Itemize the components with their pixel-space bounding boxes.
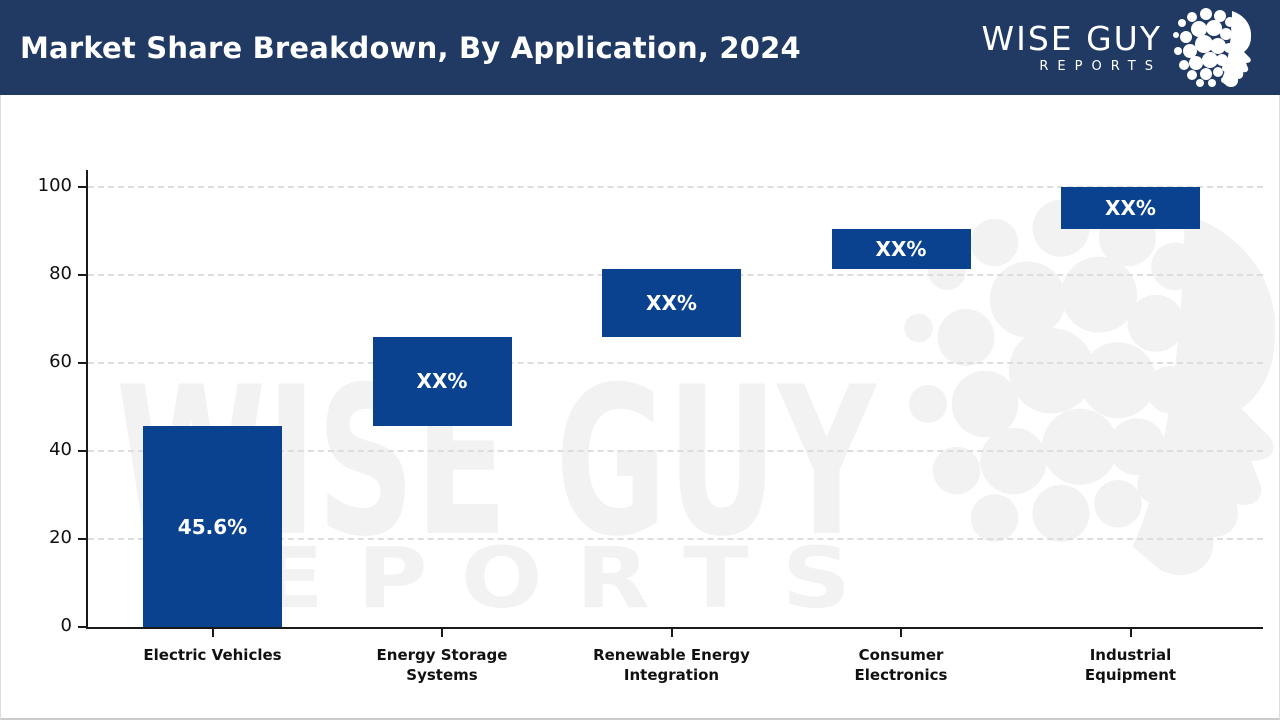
bar-value-label: XX% bbox=[875, 236, 927, 261]
y-tick-label: 40 bbox=[49, 439, 72, 460]
wise-guy-reports-logo: WISE GUY REPORTS bbox=[981, 7, 1254, 89]
category-label: Renewable Energy Integration bbox=[593, 646, 750, 684]
y-gridline bbox=[88, 362, 1263, 364]
logo-wordmark: WISE GUY bbox=[981, 19, 1162, 58]
y-tick-mark bbox=[78, 362, 86, 364]
y-tick-label: 60 bbox=[49, 351, 72, 372]
page-title: Market Share Breakdown, By Application, … bbox=[20, 30, 801, 65]
bar-value-label: XX% bbox=[416, 369, 468, 394]
y-tick-mark bbox=[78, 274, 86, 276]
bar-value-label: 45.6% bbox=[177, 514, 248, 539]
y-tick-mark bbox=[78, 538, 86, 540]
y-tick-label: 20 bbox=[49, 527, 72, 548]
y-gridline bbox=[88, 450, 1263, 452]
y-gridline bbox=[88, 538, 1263, 540]
logo-subtitle: REPORTS bbox=[1039, 59, 1162, 74]
logo-text: WISE GUY REPORTS bbox=[981, 22, 1162, 73]
report-header: Market Share Breakdown, By Application, … bbox=[0, 0, 1280, 95]
y-tick-mark bbox=[78, 450, 86, 452]
waterfall-bar-4: XX% bbox=[831, 228, 971, 269]
bar-value-label: XX% bbox=[646, 290, 697, 315]
x-axis-line bbox=[86, 627, 1263, 629]
x-tick-mark bbox=[441, 629, 443, 637]
x-tick-mark bbox=[900, 629, 902, 637]
category-label: Consumer Electronics bbox=[854, 646, 948, 684]
waterfall-bar-2: XX% bbox=[372, 336, 512, 427]
y-tick-mark bbox=[78, 186, 86, 188]
category-label: Energy Storage Systems bbox=[376, 646, 508, 684]
waterfall-bar-3: XX% bbox=[602, 268, 741, 337]
category-label: Electric Vehicles bbox=[143, 646, 282, 664]
y-tick-mark bbox=[78, 626, 86, 628]
waterfall-bar-5: XX% bbox=[1061, 187, 1200, 229]
x-tick-mark bbox=[670, 629, 673, 637]
x-tick-mark bbox=[1129, 629, 1132, 637]
chart-canvas: WISE GUY R E P O R T S 0 20 40 60 80 100 45.6%… bbox=[0, 95, 1280, 720]
y-tick-label: 80 bbox=[49, 263, 72, 284]
y-tick-label: 0 bbox=[60, 615, 72, 636]
y-tick-label: 100 bbox=[37, 175, 72, 196]
category-label: Industrial Equipment bbox=[1084, 646, 1177, 684]
bar-value-label: XX% bbox=[1105, 195, 1156, 220]
x-tick-mark bbox=[211, 629, 214, 637]
waterfall-bar-1: 45.6% bbox=[143, 426, 282, 627]
y-gridline bbox=[88, 186, 1263, 188]
dotted-face-icon bbox=[1173, 7, 1252, 87]
y-axis-line bbox=[86, 170, 88, 629]
